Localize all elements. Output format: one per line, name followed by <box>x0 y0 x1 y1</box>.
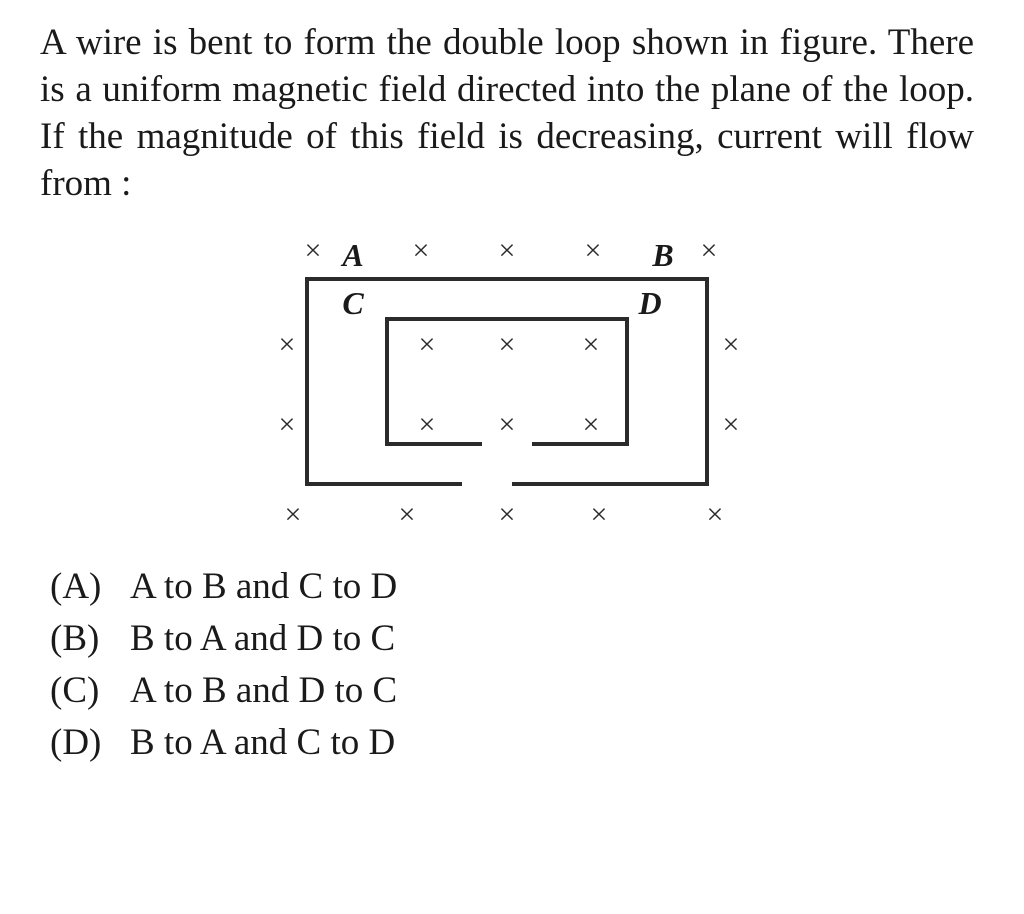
field-cross-icon: × <box>285 498 302 531</box>
field-cross-icon: × <box>419 328 436 361</box>
field-cross-icon: × <box>499 328 516 361</box>
option-D: (D) B to A and C to D <box>50 718 974 768</box>
double-loop-figure: A B C D × × × × × × × × × × × × × × × × × × × × <box>247 224 767 544</box>
field-cross-icon: × <box>583 408 600 441</box>
field-cross-icon: × <box>413 234 430 267</box>
option-C-text: A to B and D to C <box>130 666 397 716</box>
option-C-letter: (C) <box>50 666 130 716</box>
question-page: A wire is bent to form the double loop s… <box>0 0 1024 914</box>
field-cross-icon: × <box>723 408 740 441</box>
option-A-letter: (A) <box>50 562 130 612</box>
field-cross-icon: × <box>499 498 516 531</box>
field-cross-icon: × <box>723 328 740 361</box>
field-cross-icon: × <box>591 498 608 531</box>
field-cross-icon: × <box>419 408 436 441</box>
field-cross-icon: × <box>399 498 416 531</box>
field-cross-icon: × <box>701 234 718 267</box>
options-list: (A) A to B and C to D (B) B to A and D t… <box>50 562 974 768</box>
field-cross-icon: × <box>279 328 296 361</box>
option-B-text: B to A and D to C <box>130 614 395 664</box>
option-C: (C) A to B and D to C <box>50 666 974 716</box>
label-B: B <box>651 237 673 273</box>
field-cross-icon: × <box>499 234 516 267</box>
label-C: C <box>342 285 364 321</box>
field-cross-icon: × <box>279 408 296 441</box>
question-text: A wire is bent to form the double loop s… <box>40 20 974 208</box>
field-cross-icon: × <box>585 234 602 267</box>
option-A-text: A to B and C to D <box>130 562 397 612</box>
option-D-letter: (D) <box>50 718 130 768</box>
figure-container: A B C D × × × × × × × × × × × × × × × × × × × × <box>40 224 974 544</box>
field-cross-icon: × <box>707 498 724 531</box>
field-cross-icon: × <box>499 408 516 441</box>
label-D: D <box>637 285 661 321</box>
option-A: (A) A to B and C to D <box>50 562 974 612</box>
field-cross-icon: × <box>583 328 600 361</box>
field-cross-icon: × <box>305 234 322 267</box>
option-D-text: B to A and C to D <box>130 718 395 768</box>
option-B-letter: (B) <box>50 614 130 664</box>
option-B: (B) B to A and D to C <box>50 614 974 664</box>
label-A: A <box>340 237 363 273</box>
